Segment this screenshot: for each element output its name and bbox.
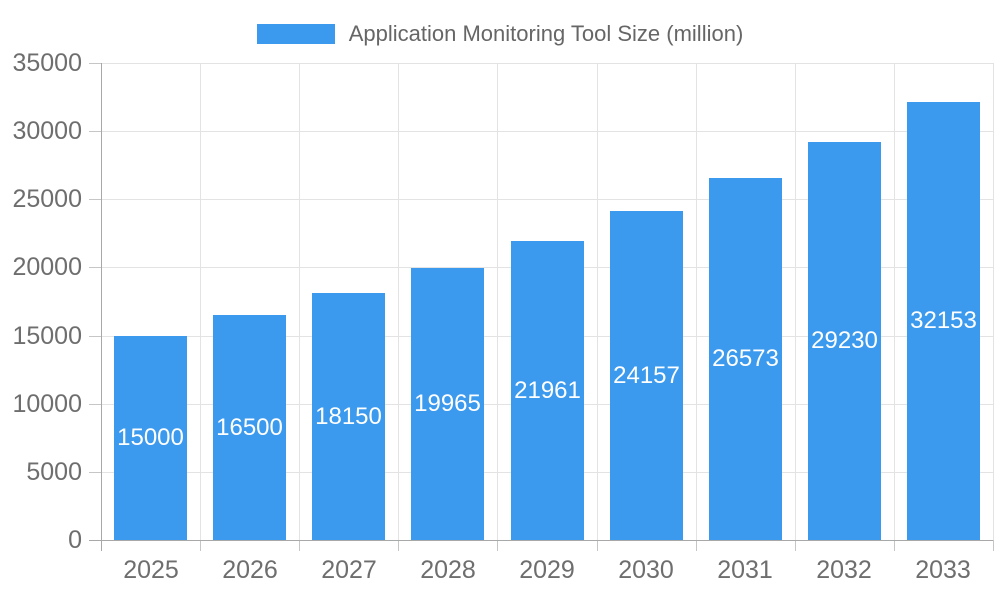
bar-value-label: 19965: [414, 390, 481, 417]
bar-value-label: 29230: [811, 327, 878, 354]
x-gridline: [299, 63, 300, 540]
bar-2032: 29230: [808, 142, 881, 540]
x-gridline: [497, 63, 498, 540]
y-tick-mark: [89, 267, 101, 268]
y-gridline: [101, 63, 993, 64]
x-axis-tick-label: 2032: [816, 556, 872, 584]
x-tick-mark: [398, 540, 399, 551]
y-axis-tick-label: 15000: [12, 322, 82, 350]
x-tick-mark: [299, 540, 300, 551]
bar-value-label: 18150: [315, 402, 382, 430]
bar-2026: 16500: [213, 315, 286, 540]
y-tick-mark: [89, 472, 101, 473]
x-axis-tick-label: 2031: [717, 556, 773, 584]
bar-2029: 21961: [511, 241, 584, 540]
x-axis-tick-label: 2027: [321, 556, 377, 584]
x-tick-mark: [497, 540, 498, 551]
x-axis-line: [89, 540, 993, 541]
bar-2030: 24157: [610, 211, 683, 540]
bar-2027: 18150: [312, 293, 385, 540]
x-axis-tick-label: 2033: [915, 556, 971, 584]
x-gridline: [200, 63, 201, 540]
y-axis-tick-label: 20000: [12, 253, 82, 281]
x-gridline: [696, 63, 697, 540]
legend-label: Application Monitoring Tool Size (millio…: [348, 21, 744, 46]
bar-2033: 32153: [907, 102, 980, 540]
x-tick-mark: [993, 540, 994, 551]
y-gridline: [101, 131, 993, 132]
bar-value-label: 24157: [613, 361, 680, 389]
y-gridline: [101, 199, 993, 200]
bar-value-label: 32153: [910, 307, 977, 334]
y-tick-mark: [89, 404, 101, 405]
y-axis-tick-label: 5000: [26, 458, 82, 486]
x-axis-tick-label: 2030: [618, 556, 674, 584]
y-axis-tick-label: 30000: [12, 117, 82, 145]
bar-value-label: 16500: [216, 413, 283, 441]
x-gridline: [993, 63, 994, 540]
x-gridline: [894, 63, 895, 540]
y-axis-tick-label: 10000: [12, 390, 82, 418]
y-tick-mark: [89, 63, 101, 64]
x-tick-mark: [696, 540, 697, 551]
legend-swatch: [256, 24, 335, 44]
bar-value-label: 15000: [117, 424, 184, 451]
x-tick-mark: [597, 540, 598, 551]
x-gridline: [795, 63, 796, 540]
bar-2031: 26573: [709, 178, 782, 540]
y-axis-tick-label: 0: [68, 526, 82, 554]
y-axis-tick-label: 35000: [12, 49, 82, 77]
x-tick-mark: [795, 540, 796, 551]
x-tick-mark: [200, 540, 201, 551]
legend[interactable]: Application Monitoring Tool Size (millio…: [0, 22, 1000, 46]
x-tick-mark: [894, 540, 895, 551]
x-axis-tick-label: 2025: [123, 556, 179, 584]
bar-value-label: 21961: [514, 376, 581, 404]
x-axis-tick-label: 2026: [222, 556, 278, 584]
x-axis-tick-label: 2029: [519, 556, 575, 584]
bar-value-label: 26573: [712, 345, 779, 372]
y-axis-line: [101, 63, 102, 551]
bar-2028: 19965: [411, 268, 484, 540]
y-tick-mark: [89, 336, 101, 337]
x-gridline: [398, 63, 399, 540]
x-axis-tick-label: 2028: [420, 556, 476, 584]
y-tick-mark: [89, 199, 101, 200]
y-tick-mark: [89, 131, 101, 132]
x-gridline: [597, 63, 598, 540]
y-axis-tick-label: 25000: [12, 185, 82, 213]
bar-2025: 15000: [114, 336, 187, 540]
